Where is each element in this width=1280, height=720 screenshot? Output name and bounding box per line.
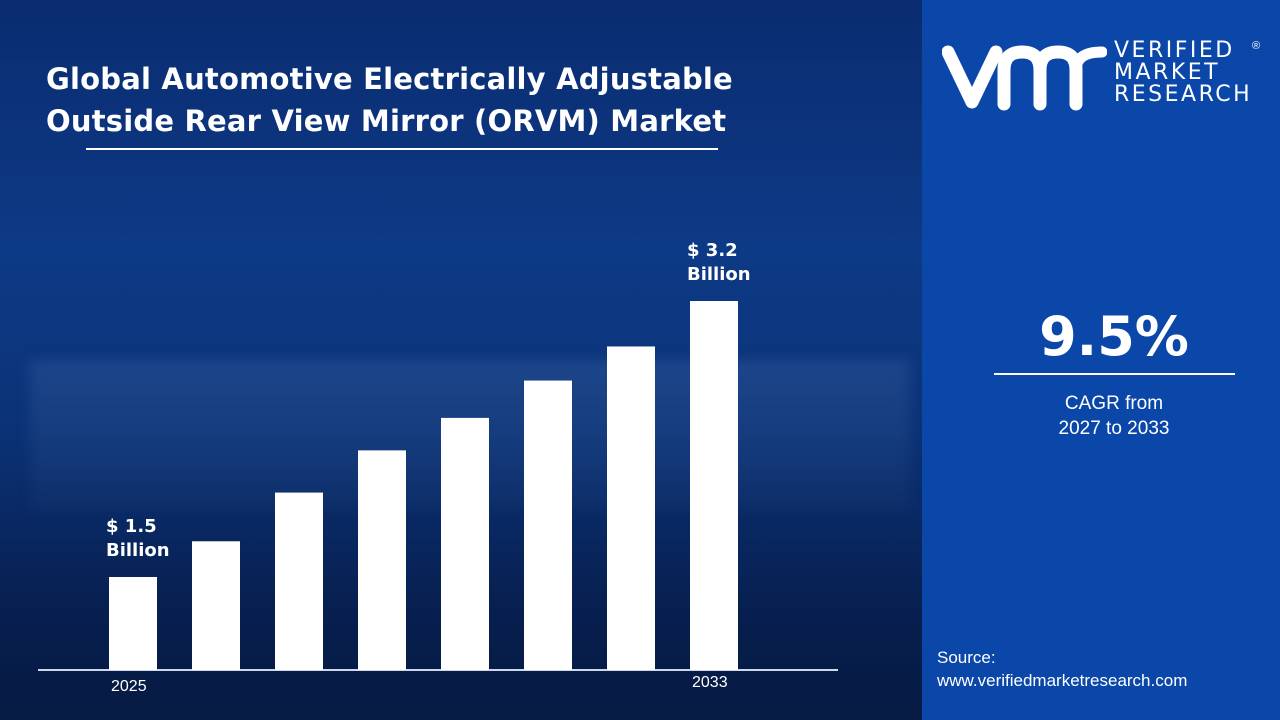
bar-1 bbox=[192, 541, 240, 670]
chart-title: Global Automotive Electrically Adjustabl… bbox=[46, 58, 733, 142]
vmr-logo-icon bbox=[942, 45, 1107, 111]
annotation-first-value: $ 1.5 bbox=[106, 516, 157, 537]
brand-line-3: RESEARCH bbox=[1114, 82, 1253, 107]
annotation-last-unit: Billion bbox=[687, 264, 751, 285]
title-line-1: Global Automotive Electrically Adjustabl… bbox=[46, 62, 733, 96]
cagr-label-line-1: CAGR from bbox=[1064, 393, 1164, 414]
brand-name: VERIFIED MARKET RESEARCH bbox=[1114, 40, 1252, 106]
side-panel bbox=[922, 0, 1280, 720]
brand-line-1: VERIFIED bbox=[1114, 38, 1235, 63]
cagr-label: CAGR from 2027 to 2033 bbox=[994, 391, 1234, 441]
title-line-2: Outside Rear View Mirror (ORVM) Market bbox=[46, 104, 727, 138]
annotation-first: $ 1.5 Billion bbox=[106, 515, 170, 563]
bar-2 bbox=[275, 492, 323, 670]
bar-chart bbox=[38, 301, 838, 671]
bar-0 bbox=[109, 577, 157, 670]
title-underline bbox=[86, 148, 718, 150]
annotation-last-value: $ 3.2 bbox=[687, 240, 738, 261]
cagr-value: 9.5% bbox=[1039, 305, 1189, 368]
annotation-first-unit: Billion bbox=[106, 540, 170, 561]
bar-7 bbox=[690, 301, 738, 670]
bar-6 bbox=[607, 346, 655, 670]
bar-5 bbox=[524, 380, 572, 670]
bar-4 bbox=[441, 417, 489, 670]
source-label: Source: bbox=[937, 648, 996, 667]
x-tick-label: 2033 bbox=[692, 674, 728, 691]
annotation-last: $ 3.2 Billion bbox=[687, 239, 751, 287]
cagr-divider bbox=[994, 373, 1235, 375]
source-url[interactable]: www.verifiedmarketresearch.com bbox=[937, 671, 1188, 690]
source: Source: www.verifiedmarketresearch.com bbox=[937, 646, 1187, 692]
bar-3 bbox=[358, 450, 406, 670]
cagr-label-line-2: 2027 to 2033 bbox=[1058, 418, 1170, 439]
registered-mark: ® bbox=[1252, 40, 1261, 52]
x-tick-label: 2025 bbox=[111, 678, 147, 695]
brand-line-2: MARKET bbox=[1114, 60, 1221, 85]
